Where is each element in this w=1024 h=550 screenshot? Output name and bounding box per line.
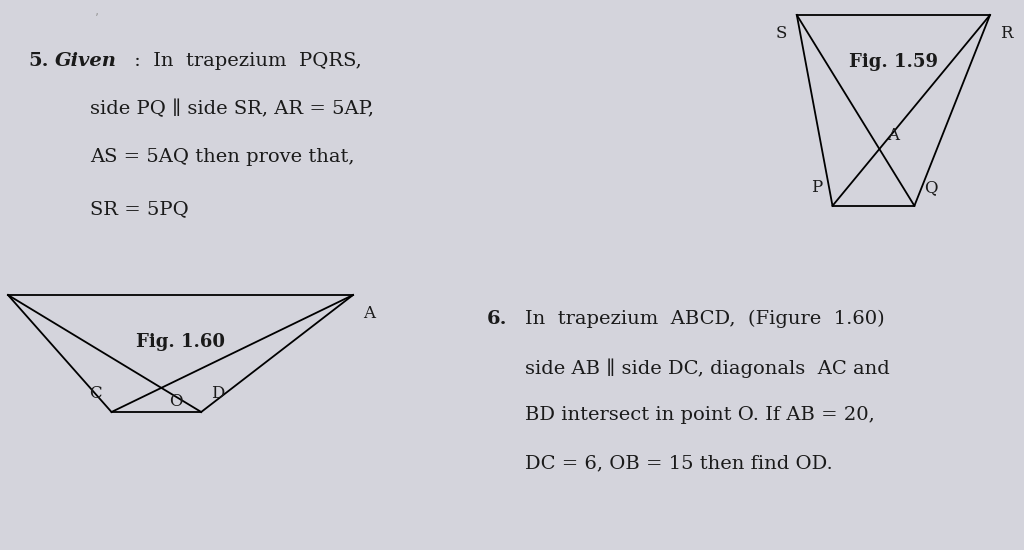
Text: A: A [362,305,375,322]
Text: DC = 6, OB = 15 then find OD.: DC = 6, OB = 15 then find OD. [525,454,833,472]
Text: BD intersect in point O. If AB = 20,: BD intersect in point O. If AB = 20, [525,406,874,424]
Text: R: R [1000,25,1013,42]
Text: P: P [811,179,822,196]
Text: Q: Q [925,179,938,196]
Text: 5.: 5. [28,52,48,70]
Text: C: C [89,385,101,402]
Text: 6.: 6. [487,310,508,328]
Text: S: S [775,25,786,42]
Text: Fig. 1.60: Fig. 1.60 [136,333,225,351]
Text: In  trapezium  ABCD,  (Figure  1.60): In trapezium ABCD, (Figure 1.60) [525,310,885,328]
Text: :  In  trapezium  PQRS,: : In trapezium PQRS, [128,52,361,70]
Text: ʼ: ʼ [95,12,99,25]
Text: Given: Given [55,52,117,70]
Text: O: O [169,393,183,410]
Text: AS = 5AQ then prove that,: AS = 5AQ then prove that, [90,148,354,166]
Text: SR = 5PQ: SR = 5PQ [90,200,188,218]
Text: side AB ∥ side DC, diagonals  AC and: side AB ∥ side DC, diagonals AC and [525,358,890,377]
Text: side PQ ∥ side SR, AR = 5AP,: side PQ ∥ side SR, AR = 5AP, [90,100,374,118]
Text: D: D [211,385,224,402]
Text: Fig. 1.59: Fig. 1.59 [849,53,938,71]
Text: A: A [888,127,899,144]
